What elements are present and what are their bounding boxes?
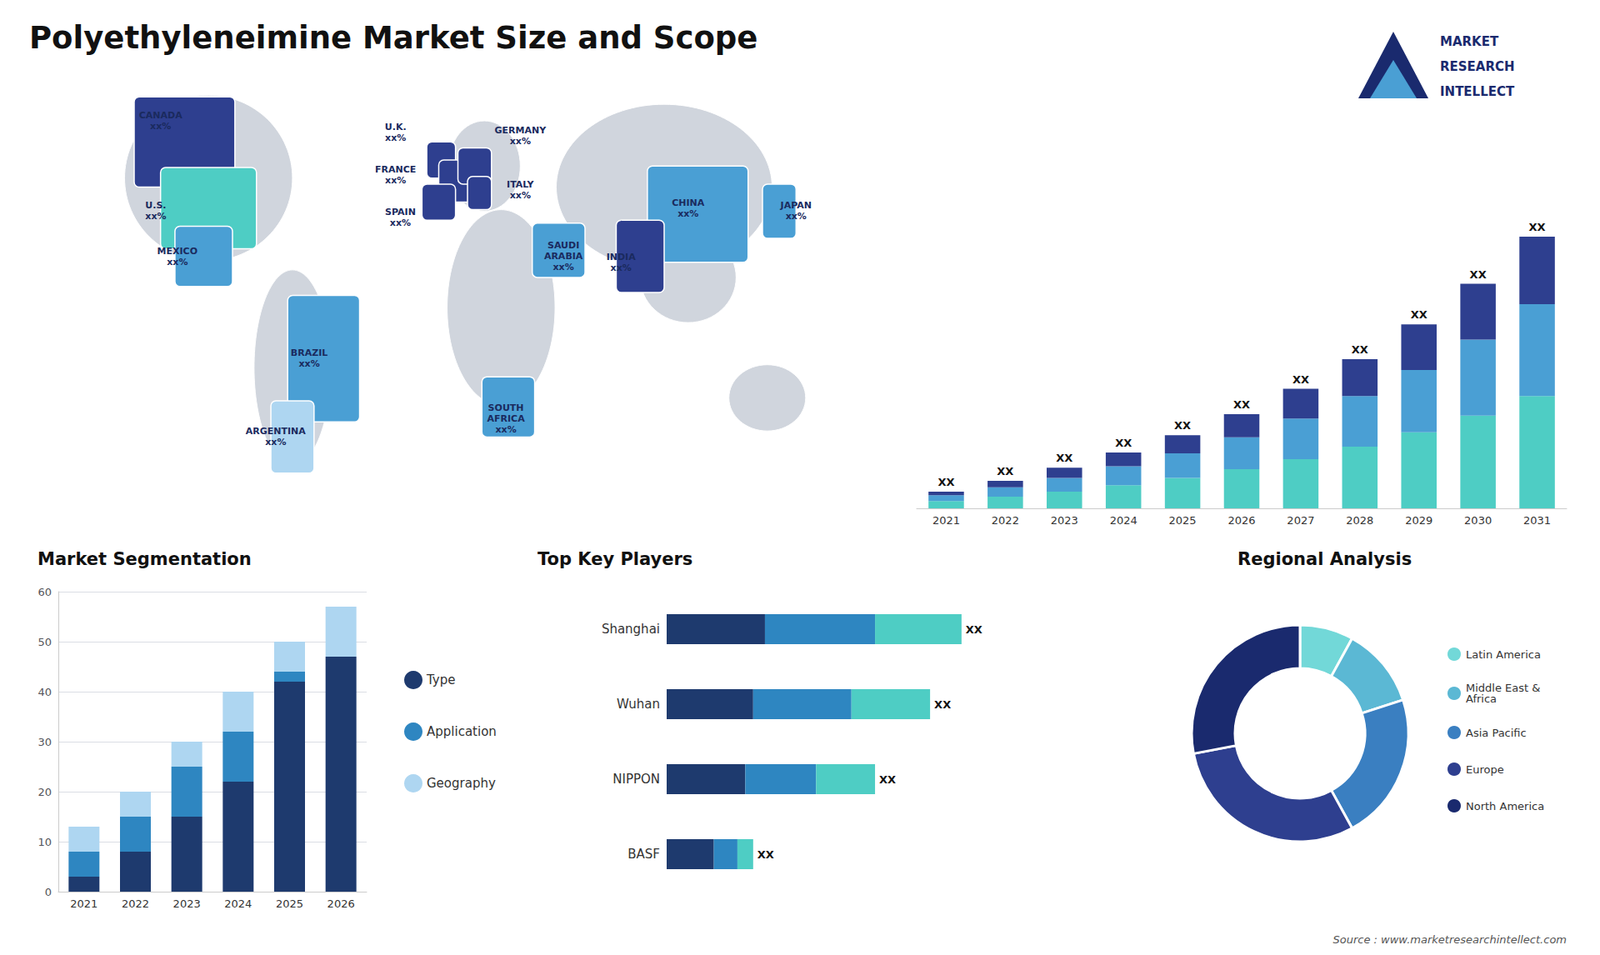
svg-text:2031: 2031 [1523,514,1551,527]
svg-text:2024: 2024 [1110,514,1138,527]
svg-text:Source : www.marketresearchint: Source : www.marketresearchintellect.com [1333,933,1568,946]
svg-text:Polyethyleneimine Market Size: Polyethyleneimine Market Size and Scope [29,20,758,56]
svg-text:2024: 2024 [224,897,252,910]
svg-text:CANADA: CANADA [139,110,183,121]
svg-text:2025: 2025 [275,897,304,910]
svg-text:xx%: xx% [390,217,411,229]
svg-text:Application: Application [426,724,497,740]
svg-text:XX: XX [1410,308,1428,321]
svg-text:XX: XX [879,773,896,786]
svg-text:2029: 2029 [1405,514,1433,527]
svg-text:2026: 2026 [327,897,355,910]
svg-text:XX: XX [1233,398,1250,411]
svg-text:2021: 2021 [932,514,960,527]
svg-text:2030: 2030 [1464,514,1492,527]
svg-text:XX: XX [965,623,983,636]
svg-text:XX: XX [757,848,775,861]
svg-text:XX: XX [1055,451,1073,465]
svg-text:MEXICO: MEXICO [157,245,198,257]
svg-text:NIPPON: NIPPON [612,771,660,787]
svg-text:2026: 2026 [1227,514,1255,527]
svg-text:Geography: Geography [426,775,496,791]
svg-text:XX: XX [1292,373,1310,386]
svg-text:2023: 2023 [1050,514,1079,527]
svg-text:60: 60 [37,585,52,599]
svg-text:xx%: xx% [510,190,531,201]
svg-text:SOUTH: SOUTH [488,402,525,414]
svg-text:INTELLECT: INTELLECT [1440,84,1515,100]
svg-text:XX: XX [937,475,955,489]
svg-text:Europe: Europe [1465,763,1505,776]
svg-text:XX: XX [1470,268,1487,281]
svg-text:FRANCE: FRANCE [375,164,416,175]
svg-text:Latin America: Latin America [1465,648,1541,661]
svg-text:Wuhan: Wuhan [616,696,660,712]
svg-text:2021: 2021 [70,897,98,910]
svg-text:xx%: xx% [166,256,188,268]
svg-text:North America: North America [1465,800,1545,813]
svg-text:JAPAN: JAPAN [780,200,812,211]
svg-text:XX: XX [1174,419,1191,432]
svg-text:ITALY: ITALY [506,179,535,190]
svg-text:xx%: xx% [150,120,171,132]
svg-text:MARKET: MARKET [1440,34,1500,50]
svg-text:Middle East &: Middle East & [1465,681,1541,695]
svg-text:xx%: xx% [145,210,166,222]
svg-text:XX: XX [1351,343,1369,356]
svg-text:Top Key Players: Top Key Players [537,549,693,570]
svg-text:0: 0 [45,885,52,899]
svg-text:Type: Type [425,672,455,688]
svg-text:Africa: Africa [1465,692,1497,705]
svg-text:XX: XX [1115,436,1132,450]
svg-text:20: 20 [37,785,52,799]
svg-text:2027: 2027 [1286,514,1315,527]
svg-text:U.S.: U.S. [145,200,166,211]
svg-text:30: 30 [37,735,52,749]
svg-text:XX: XX [934,698,951,711]
svg-text:2022: 2022 [121,897,150,910]
svg-text:Market Segmentation: Market Segmentation [37,549,252,570]
svg-text:2022: 2022 [991,514,1020,527]
svg-text:50: 50 [37,635,52,649]
svg-text:XX: XX [996,465,1014,478]
svg-text:xx%: xx% [677,208,699,220]
svg-text:ARABIA: ARABIA [544,250,584,262]
svg-text:AFRICA: AFRICA [486,413,525,425]
svg-text:xx%: xx% [385,175,406,186]
svg-text:xx%: xx% [510,135,531,147]
svg-text:Asia Pacific: Asia Pacific [1465,726,1527,740]
svg-text:SAUDI: SAUDI [547,240,580,251]
svg-text:10: 10 [37,835,52,849]
svg-text:CHINA: CHINA [671,197,705,209]
svg-text:40: 40 [37,685,52,699]
svg-text:xx%: xx% [265,436,286,448]
svg-text:2023: 2023 [173,897,201,910]
svg-text:INDIA: INDIA [606,251,637,263]
svg-text:Regional Analysis: Regional Analysis [1237,549,1412,570]
svg-text:xx%: xx% [610,262,632,274]
svg-text:xx%: xx% [298,358,320,370]
svg-text:BASF: BASF [627,846,660,862]
svg-text:BRAZIL: BRAZIL [290,347,328,359]
svg-text:ARGENTINA: ARGENTINA [245,425,307,437]
svg-text:GERMANY: GERMANY [495,125,548,136]
svg-text:Shanghai: Shanghai [601,621,660,637]
svg-text:xx%: xx% [385,132,406,144]
svg-text:2025: 2025 [1169,514,1197,527]
svg-text:xx%: xx% [785,210,807,222]
svg-text:xx%: xx% [553,261,575,273]
svg-text:XX: XX [1529,220,1546,234]
svg-text:RESEARCH: RESEARCH [1440,59,1515,75]
svg-text:xx%: xx% [495,424,516,435]
svg-text:2028: 2028 [1345,514,1374,527]
svg-text:SPAIN: SPAIN [385,206,416,218]
svg-text:U.K.: U.K. [385,121,407,133]
